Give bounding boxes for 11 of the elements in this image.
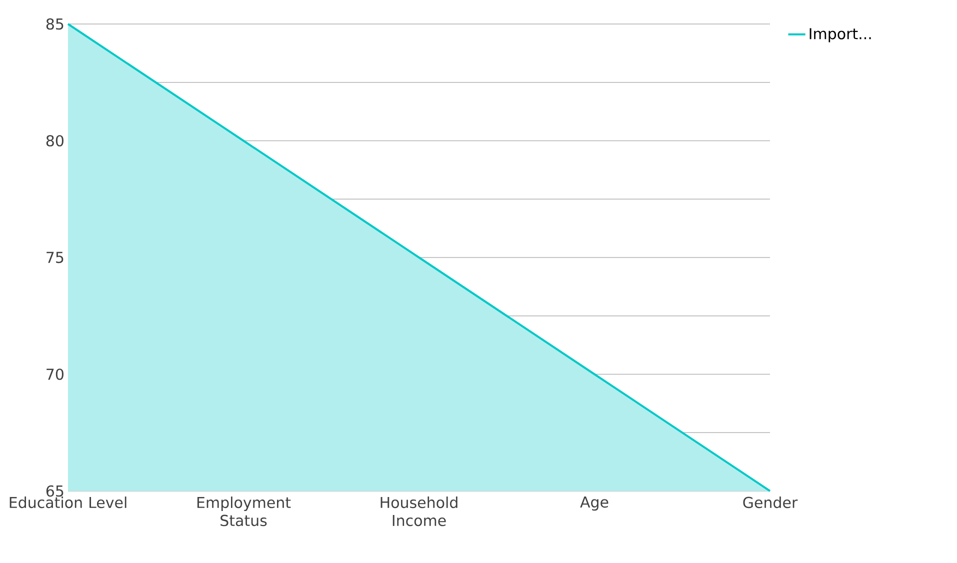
legend-label: Import... <box>810 28 871 42</box>
x-tick-label: Household Income <box>380 496 458 526</box>
y-tick-label: 85 <box>46 18 64 30</box>
x-tick-label: Employment Status <box>197 496 291 526</box>
y-tick-label: 65 <box>46 485 64 497</box>
y-tick-label: 75 <box>46 252 64 264</box>
x-tick-label: Gender <box>743 496 798 508</box>
y-tick-label: 70 <box>46 368 64 380</box>
y-tick-label: 80 <box>46 135 64 146</box>
x-tick-label: Education Level <box>10 496 126 508</box>
x-tick-label: Age <box>580 496 608 511</box>
